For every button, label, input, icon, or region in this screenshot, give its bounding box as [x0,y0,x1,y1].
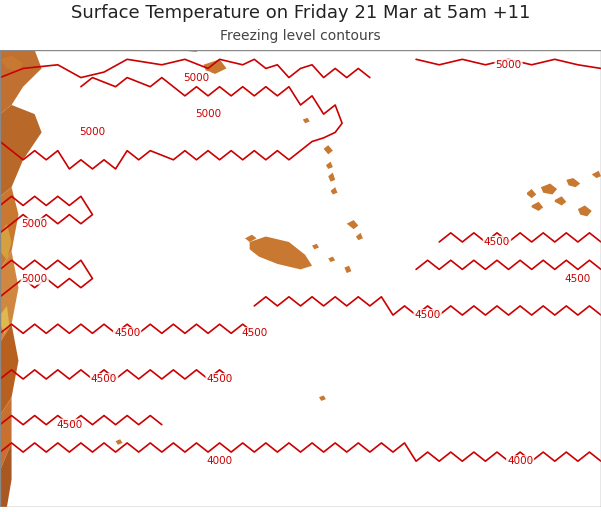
Polygon shape [312,244,319,249]
Polygon shape [328,257,335,262]
Polygon shape [203,59,227,74]
Text: 4500: 4500 [207,374,233,384]
Polygon shape [0,56,23,72]
Text: 4500: 4500 [484,237,510,247]
Polygon shape [173,35,203,52]
Polygon shape [0,224,11,260]
Polygon shape [344,266,352,273]
Polygon shape [115,439,123,445]
Polygon shape [303,118,310,123]
Polygon shape [0,397,11,471]
Polygon shape [115,37,132,50]
Polygon shape [331,187,338,195]
Polygon shape [0,187,19,269]
Text: 4500: 4500 [565,273,591,284]
Polygon shape [0,324,19,416]
Polygon shape [566,178,580,187]
Polygon shape [326,162,333,169]
Polygon shape [527,189,536,198]
Text: 4500: 4500 [56,420,82,430]
Polygon shape [555,196,566,205]
Text: 4500: 4500 [415,310,441,320]
Polygon shape [0,251,19,343]
Polygon shape [347,220,358,229]
Text: 4500: 4500 [241,328,267,338]
Text: 4500: 4500 [91,374,117,384]
Text: 5000: 5000 [495,60,522,70]
Text: 5000: 5000 [22,219,47,229]
Polygon shape [323,145,333,154]
Polygon shape [592,170,601,178]
Polygon shape [532,202,543,211]
Text: Freezing level contours: Freezing level contours [220,29,381,43]
Polygon shape [249,237,312,269]
Text: 5000: 5000 [79,127,106,137]
Polygon shape [127,23,162,37]
Text: 4500: 4500 [114,328,140,338]
Polygon shape [0,105,41,196]
Polygon shape [0,443,11,507]
Polygon shape [328,173,335,182]
Text: 5000: 5000 [195,109,221,119]
Polygon shape [93,17,115,32]
Polygon shape [541,183,557,195]
Text: 5000: 5000 [22,273,47,284]
Polygon shape [578,205,592,217]
Text: 4000: 4000 [507,456,533,466]
Text: 5000: 5000 [183,73,210,82]
Polygon shape [245,234,257,242]
Text: Surface Temperature on Friday 21 Mar at 5am +11: Surface Temperature on Friday 21 Mar at … [71,4,530,22]
Text: 4000: 4000 [207,456,233,466]
Polygon shape [88,12,99,21]
Polygon shape [58,1,72,12]
Polygon shape [0,50,41,114]
Polygon shape [0,306,9,333]
Polygon shape [356,233,363,240]
Polygon shape [319,395,326,401]
